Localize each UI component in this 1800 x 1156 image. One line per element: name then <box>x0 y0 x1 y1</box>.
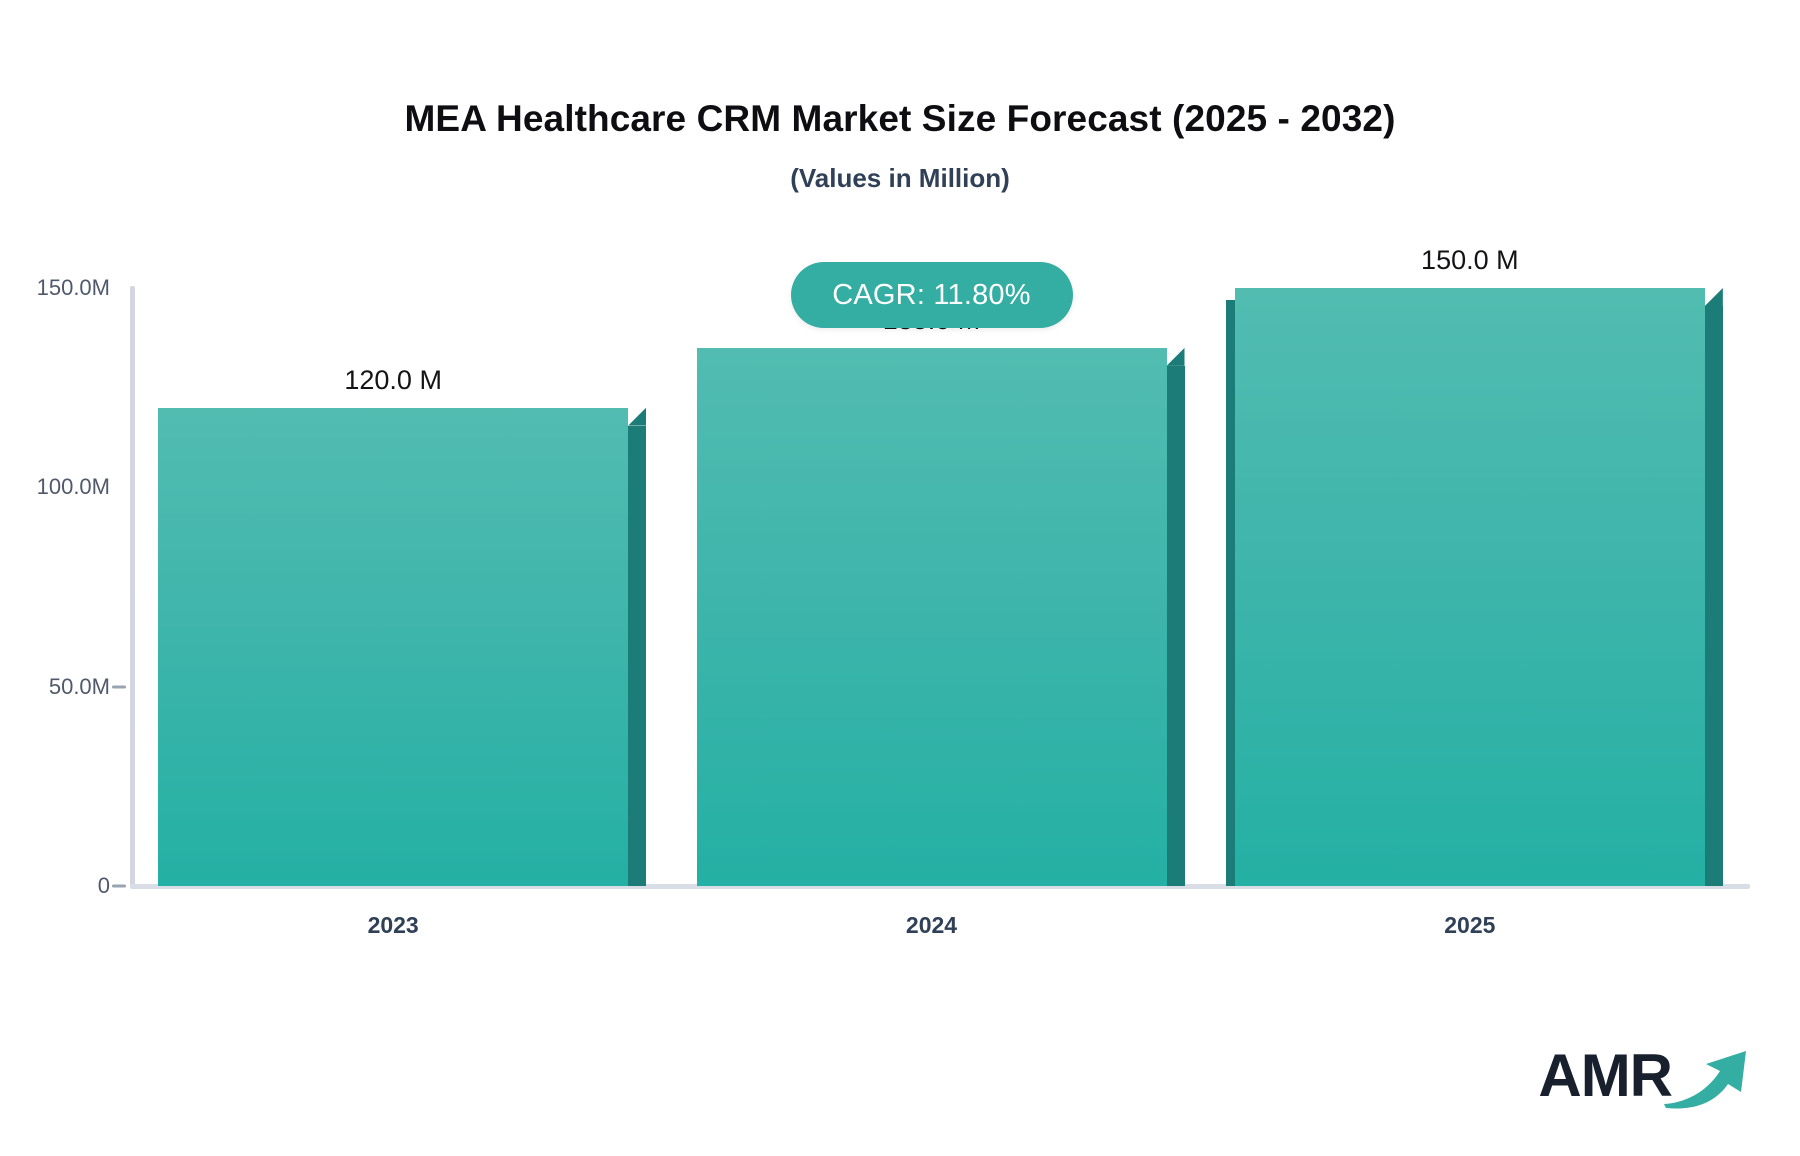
bar-top-bevel <box>1166 347 1185 366</box>
x-axis-spine <box>130 884 1750 889</box>
amr-logo: AMR <box>1538 1037 1748 1114</box>
y-axis-tick-label: 100.0M <box>36 474 110 500</box>
bar-side-shadow <box>1704 306 1723 886</box>
bar-face <box>1234 288 1705 886</box>
bar-value-label: 120.0 M <box>344 364 442 395</box>
y-axis-tick-mark <box>112 685 126 689</box>
x-axis-tick-label: 2024 <box>905 912 958 938</box>
bar-value-label: 150.0 M <box>1421 245 1519 275</box>
chart-subtitle: (Values in Million) <box>790 162 1010 193</box>
y-axis-tick-label: 50.0M <box>48 673 110 699</box>
bar-left-edge <box>1225 300 1235 886</box>
chart-header: MEA Healthcare CRM Market Size Forecast … <box>0 98 1800 194</box>
cagr-badge: CAGR: 11.80% <box>790 262 1073 328</box>
logo-wordmark: AMR <box>1538 1041 1673 1109</box>
y-axis-tick-label: 0 <box>97 873 110 898</box>
bar <box>1225 288 1723 886</box>
bar-face <box>158 407 629 886</box>
bar <box>696 347 1185 886</box>
bar-face <box>696 347 1167 886</box>
x-axis-tick-label: 2023 <box>367 912 419 938</box>
y-axis-tick-labels: 0 50.0M 100.0M 150.0M <box>0 0 126 1156</box>
cagr-badge-label: CAGR: 11.80% <box>832 278 1031 311</box>
bar-side-shadow <box>628 425 647 886</box>
y-axis-tick-mark <box>112 884 126 888</box>
bar-top-bevel <box>628 407 647 426</box>
bar <box>158 407 647 886</box>
y-axis-tick-label: 150.0M <box>36 275 110 300</box>
bar-side-shadow <box>1166 365 1185 886</box>
bar-top-bevel <box>1704 288 1723 306</box>
chart-title: MEA Healthcare CRM Market Size Forecast … <box>404 98 1396 139</box>
growth-arrow-icon <box>1662 1047 1748 1114</box>
y-axis-spine <box>130 286 135 888</box>
x-axis-tick-label: 2025 <box>1444 912 1496 938</box>
